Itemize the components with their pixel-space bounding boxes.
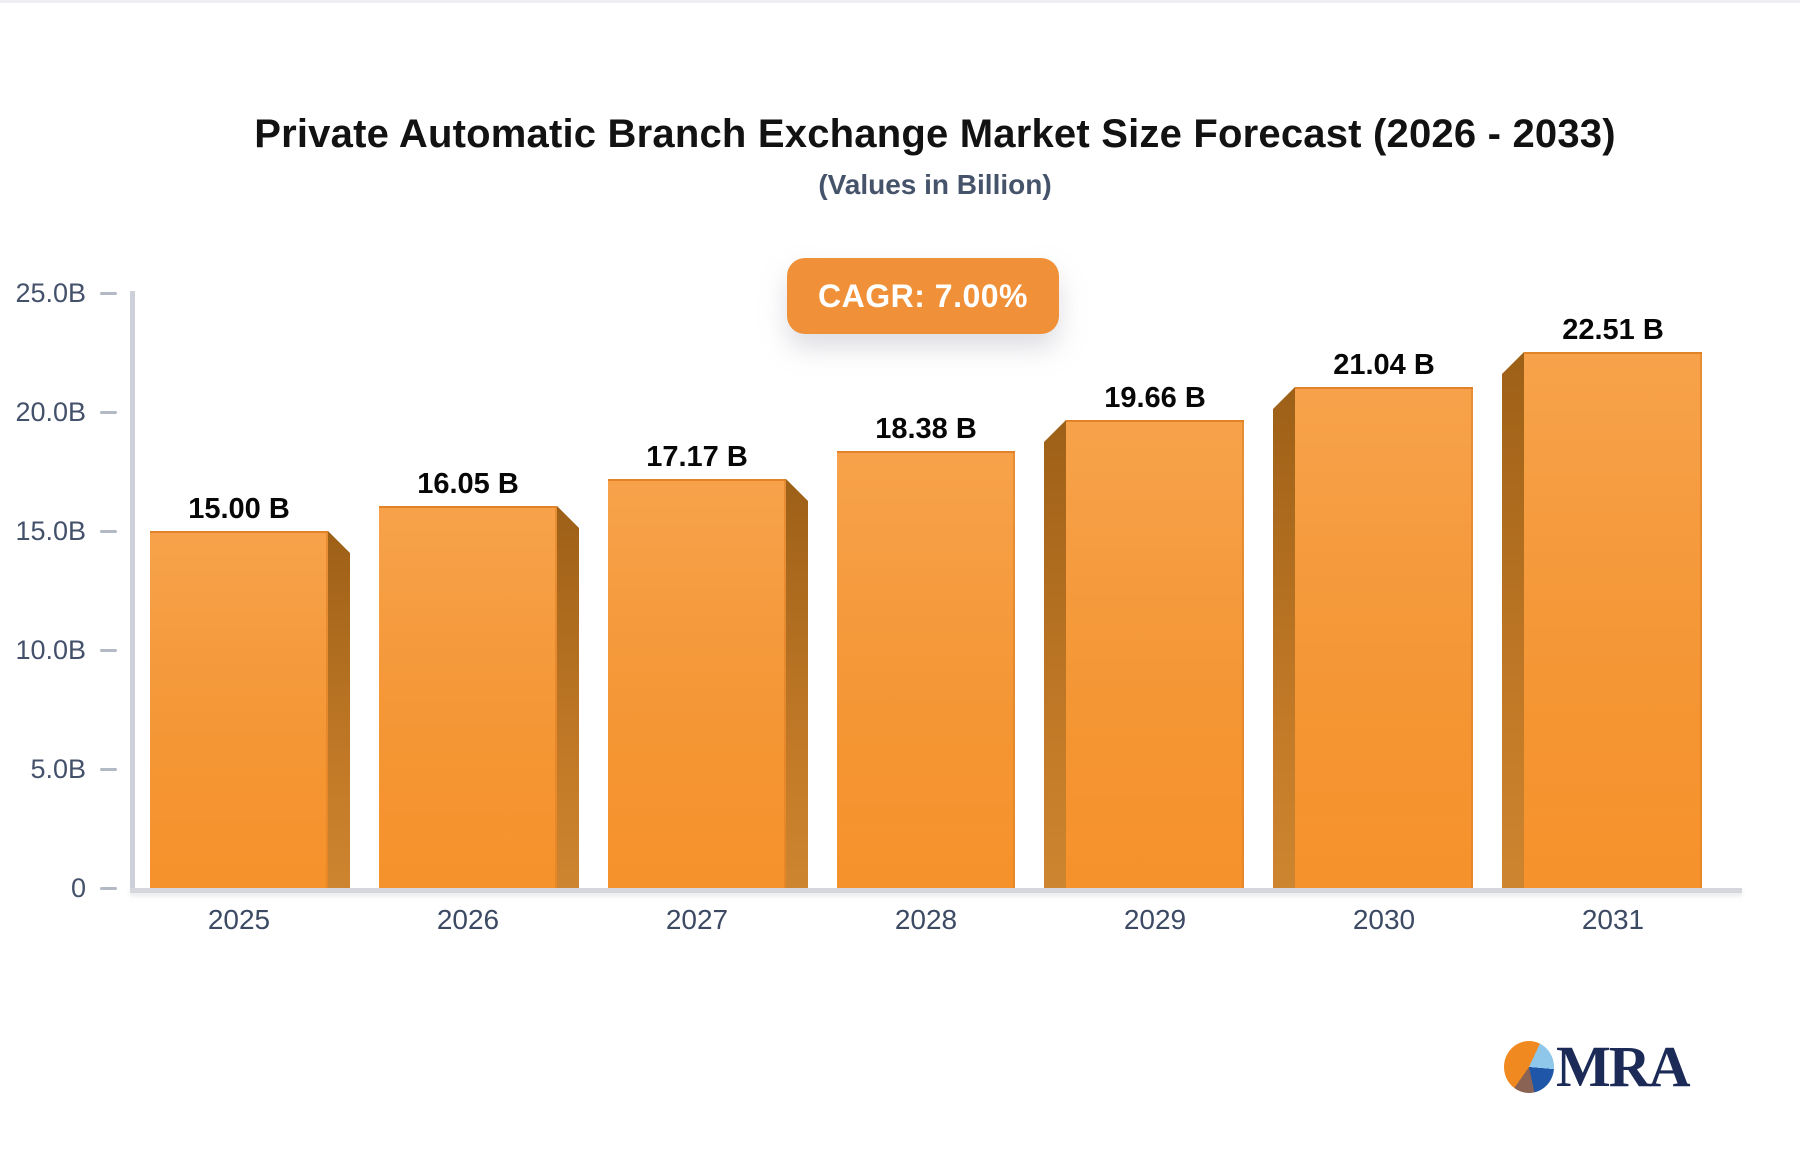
x-label-2026: 2026 [436,904,500,935]
x-label-2028: 2028 [894,904,958,935]
bar-2031[interactable] [1524,352,1702,888]
y-axis-line [130,291,135,891]
bar-2028[interactable] [837,451,1015,888]
bar-2027-side [786,479,808,888]
x-label-2030: 2030 [1352,904,1416,935]
chart-subtitle: (Values in Billion) [818,169,1052,200]
mra-pie-icon [1504,1041,1554,1093]
bar-2025[interactable] [150,531,328,888]
x-axis-line [130,888,1742,893]
y-tick-dash [100,411,117,414]
bar-value-2029: 19.66 B [1104,382,1206,414]
bar-2027[interactable] [608,479,786,888]
x-label-2029: 2029 [1123,904,1187,935]
x-label-2027: 2027 [665,904,729,935]
bar-value-2026: 16.05 B [417,468,519,500]
y-tick-label: 20.0B [15,397,86,427]
bar-2031-side [1502,352,1524,888]
y-tick-dash [100,649,117,652]
bar-2029-side [1044,420,1066,888]
bar-value-2025: 15.00 B [188,493,290,525]
y-tick-label: 15.0B [15,516,86,546]
y-tick-label: 5.0B [30,754,86,784]
y-tick-label: 10.0B [15,635,86,665]
bar-2025-side [328,531,350,888]
y-tick-label: 25.0B [15,278,86,308]
y-tick-dash [100,887,117,890]
y-tick-label: 0 [70,873,86,903]
bar-value-2027: 17.17 B [646,441,748,473]
mra-logo[interactable]: MRA [1504,1034,1691,1099]
y-tick-dash [100,768,117,771]
bar-2026-side [557,506,579,888]
cagr-badge: CAGR: 7.00% [787,258,1059,334]
bar-2026[interactable] [379,506,557,888]
chart-title: Private Automatic Branch Exchange Market… [254,112,1616,156]
y-tick-dash [100,530,117,533]
bar-2030[interactable] [1295,387,1473,888]
cagr-badge-label: CAGR: 7.00% [818,277,1028,314]
bar-value-2030: 21.04 B [1333,349,1435,381]
bar-2030-side [1273,387,1295,888]
x-label-2031: 2031 [1581,904,1645,935]
x-label-2025: 2025 [207,904,271,935]
bar-value-2031: 22.51 B [1562,314,1664,346]
bar-value-2028: 18.38 B [875,413,977,445]
bar-2029[interactable] [1066,420,1244,888]
mra-logo-text: MRA [1556,1034,1691,1099]
y-tick-dash [100,292,117,295]
